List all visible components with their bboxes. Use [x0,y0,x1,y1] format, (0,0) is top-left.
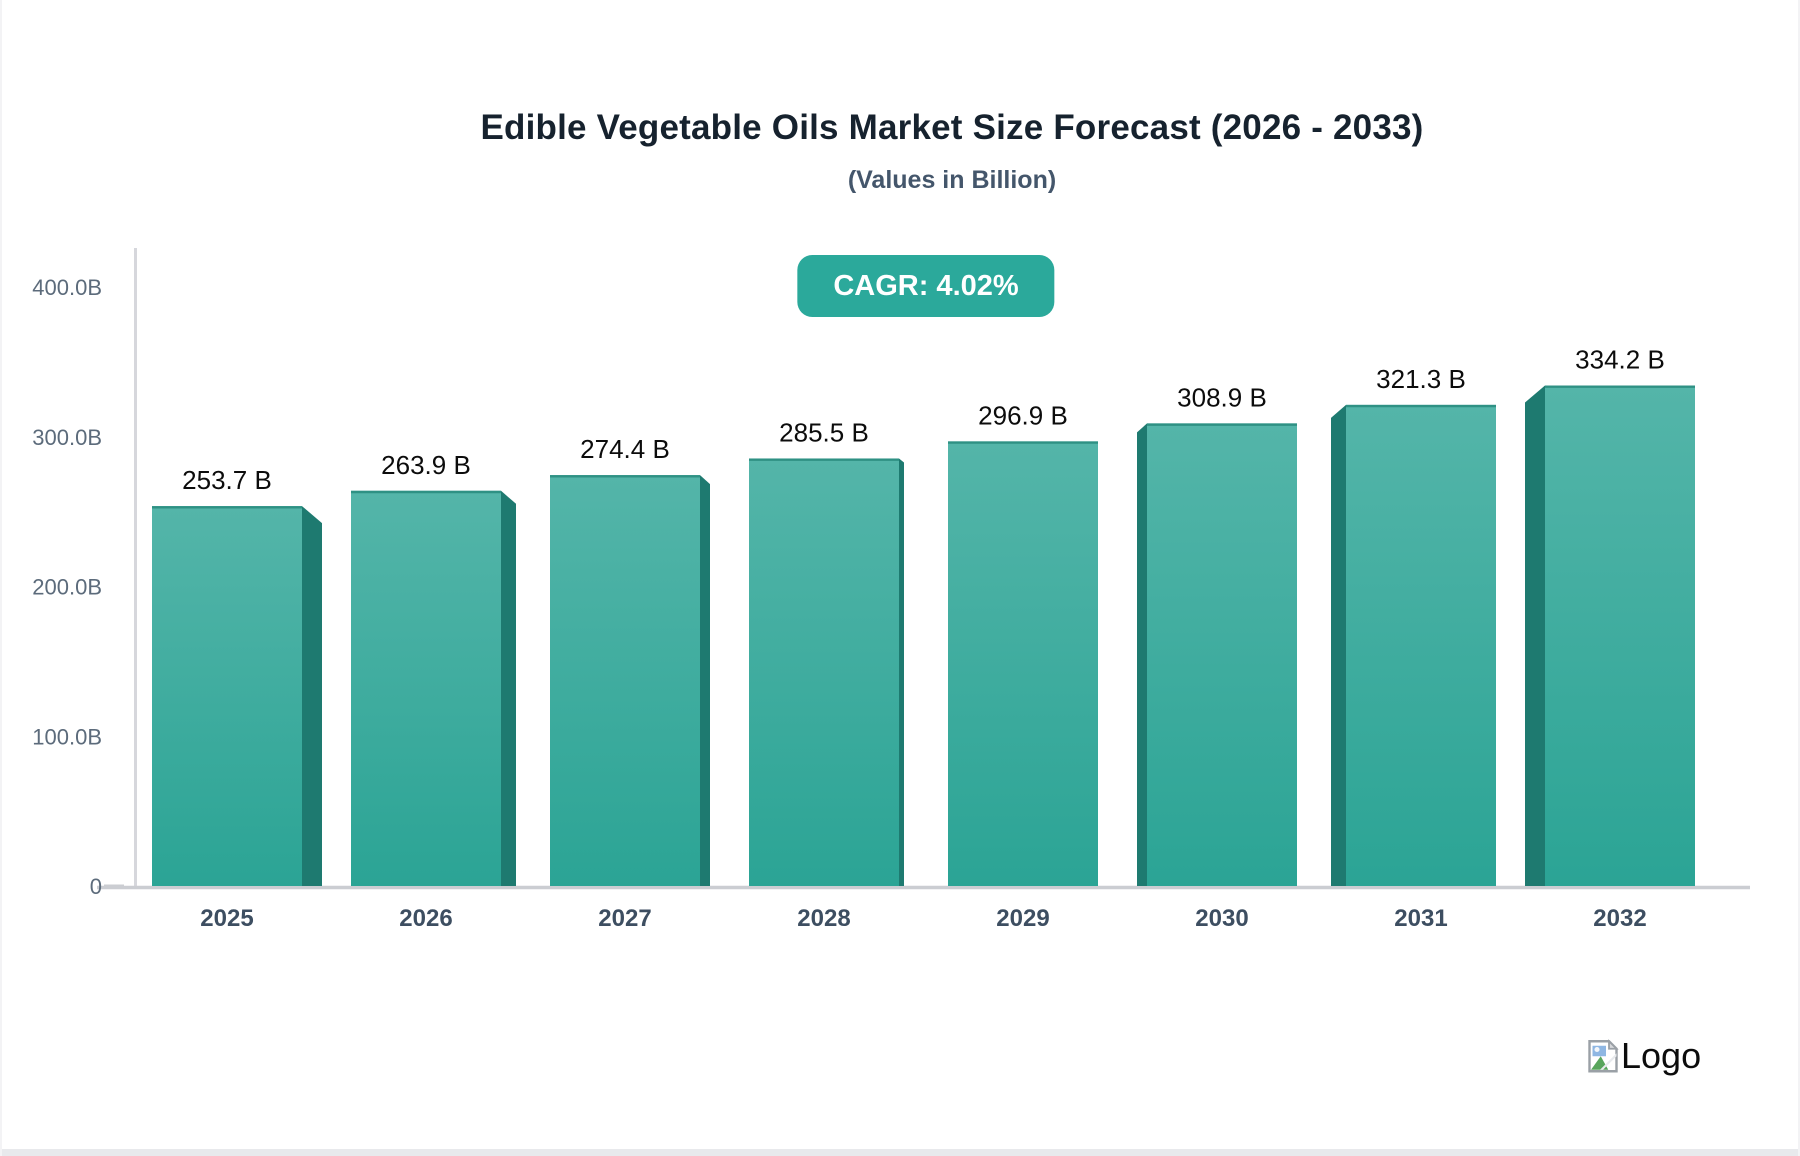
bar-2029 [948,441,1098,886]
bar-2025 [152,506,302,886]
bar-value-label: 296.9 B [978,400,1068,430]
y-tick-label: 100.0B [32,724,102,749]
logo-text: Logo [1621,1035,1702,1076]
bar-side-face [700,475,710,886]
y-tick-label: 400.0B [32,275,102,300]
bar-value-label: 334.2 B [1575,345,1665,375]
bar-side-face [302,506,322,886]
bar-value-label: 263.9 B [381,450,471,480]
chart-subtitle: (Values in Billion) [847,166,1057,194]
bar-side-face [1525,385,1545,886]
bar-value-label: 321.3 B [1376,364,1466,394]
bar-2026 [351,490,501,886]
x-tick-label: 2032 [1593,905,1646,932]
bar-value-label: 285.5 B [779,417,869,447]
x-tick-label: 2026 [399,905,452,932]
bar-side-face [1137,423,1147,886]
x-tick-label: 2027 [598,905,651,932]
bar-side-face [899,458,904,886]
x-tick-label: 2028 [797,905,850,932]
x-tick-label: 2029 [996,905,1049,932]
y-tick-label: 0 [90,874,102,899]
bottom-edge-strip [2,1149,1798,1156]
bar-value-label: 308.9 B [1177,382,1267,412]
y-tick-label: 200.0B [32,575,102,600]
y-tick-label: 300.0B [32,425,102,450]
bar-2030 [1147,423,1297,886]
cagr-badge: CAGR: 4.02% [797,255,1055,317]
x-tick-label: 2031 [1394,905,1447,932]
bar-value-label: 274.4 B [580,434,670,464]
x-tick-label: 2030 [1195,905,1248,932]
bar-side-face [1331,404,1346,886]
x-tick-label: 2025 [200,905,253,932]
bar-2028 [749,458,899,886]
bar-value-label: 253.7 B [182,465,272,495]
bar-2027 [550,475,700,886]
broken-image-icon [1585,1038,1621,1081]
bar-2031 [1346,404,1496,886]
chart-title: Edible Vegetable Oils Market Size Foreca… [480,108,1424,147]
logo: Logo [1585,1036,1701,1081]
bar-side-face [501,490,516,886]
bar-2032 [1545,385,1695,886]
